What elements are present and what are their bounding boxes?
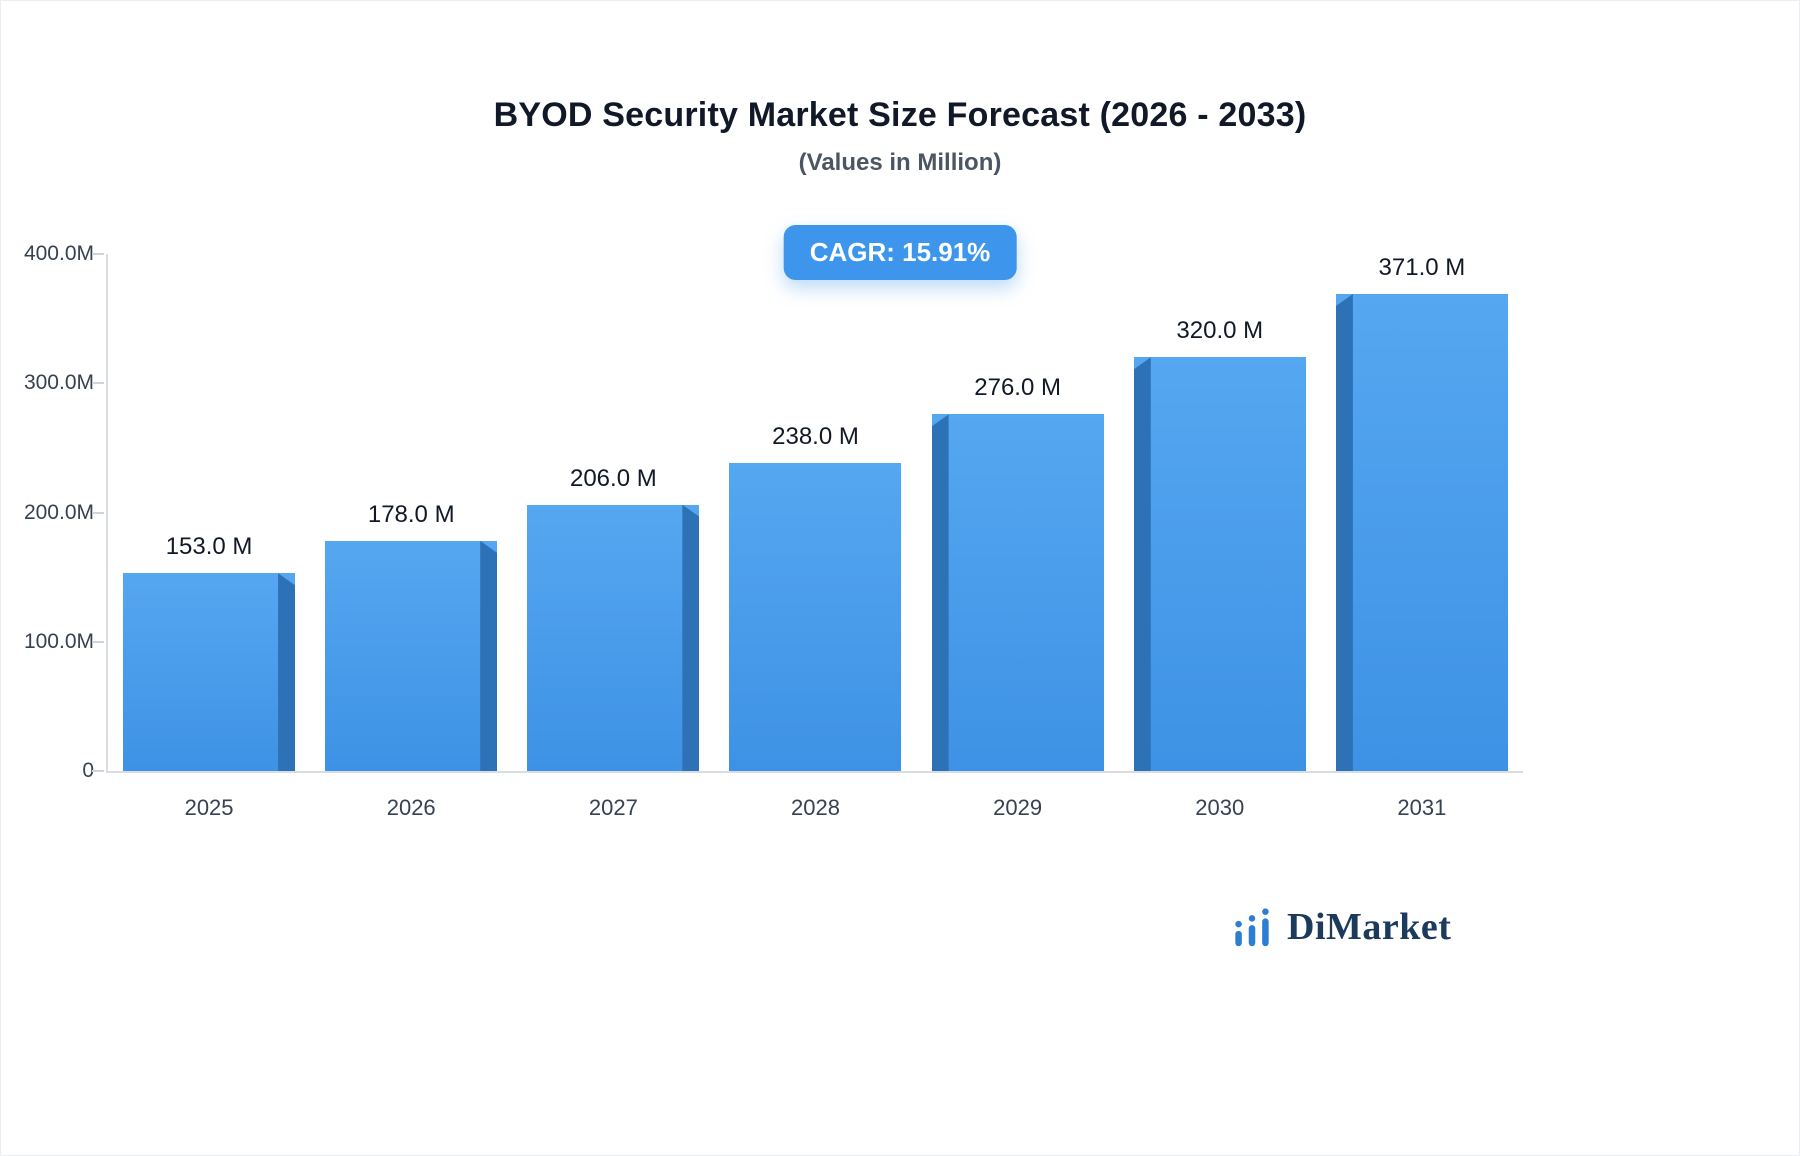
y-tick-mark <box>92 382 104 385</box>
cagr-badge-label: CAGR: 15.91% <box>809 237 991 267</box>
bar-slot: 276.0 M 2029 <box>917 254 1119 820</box>
y-tick-label: 100.0M <box>23 629 94 653</box>
y-tick-label: 200.0M <box>23 500 94 524</box>
x-tick-label: 2025 <box>184 795 234 820</box>
bar-value-label: 320.0 M <box>1176 317 1264 345</box>
bar-chart-dots-icon <box>1235 908 1269 947</box>
bar-value-label: 371.0 M <box>1378 254 1466 281</box>
logo-text: DiMarket <box>1287 906 1452 948</box>
bar-value-label: 178.0 M <box>367 500 455 528</box>
x-tick-label: 2026 <box>386 795 436 820</box>
bar-value-label: 238.0 M <box>772 423 859 451</box>
y-tick-label: 0 <box>82 759 94 782</box>
bar-slot: 238.0 M 2028 <box>714 254 916 820</box>
x-tick-label: 2031 <box>1397 795 1447 820</box>
bar-value-label: 276.0 M <box>974 374 1061 402</box>
bar-chart-dots-icon-shapes <box>1235 908 1269 947</box>
chart-area: 153.0 M 2025 178.0 M 2026 206.0 M 2027 238.0 M… <box>24 242 1523 820</box>
y-tick-label: 400.0M <box>23 242 94 265</box>
bar-2026 <box>325 540 498 771</box>
x-tick-label: 2028 <box>791 795 840 820</box>
bar-slot: 206.0 M 2027 <box>512 254 714 820</box>
bar-value-label: 206.0 M <box>569 464 657 492</box>
bar-2027 <box>527 504 700 771</box>
bar-slot: 371.0 M 2031 <box>1321 254 1523 820</box>
bar-2029 <box>931 414 1104 771</box>
y-tick-label: 300.0M <box>23 371 94 395</box>
x-tick-label: 2029 <box>993 795 1043 820</box>
cagr-badge: CAGR: 15.91% <box>783 225 1017 280</box>
y-tick-mark <box>92 253 104 255</box>
y-tick-mark <box>92 640 104 643</box>
bar-value-label: 153.0 M <box>165 533 253 561</box>
x-tick-label: 2027 <box>588 795 638 820</box>
bar-2028 <box>729 463 902 771</box>
logo: DiMarket <box>1229 904 1451 950</box>
bar-2025 <box>123 573 296 771</box>
chart-title: BYOD Security Market Size Forecast (2026… <box>493 96 1307 134</box>
bar-2031 <box>1335 294 1508 771</box>
y-tick-mark <box>92 511 104 514</box>
bar-2030 <box>1133 357 1306 771</box>
y-tick-mark <box>92 770 104 772</box>
chart-subtitle: (Values in Million) <box>798 149 1002 176</box>
x-tick-label: 2030 <box>1195 795 1245 820</box>
bar-slot: 178.0 M 2026 <box>310 254 512 820</box>
bar-slot: 320.0 M 2030 <box>1119 254 1321 820</box>
bar-slot: 153.0 M 2025 <box>108 254 310 820</box>
plot-area: 153.0 M 2025 178.0 M 2026 206.0 M 2027 238.0 M… <box>108 254 1523 820</box>
